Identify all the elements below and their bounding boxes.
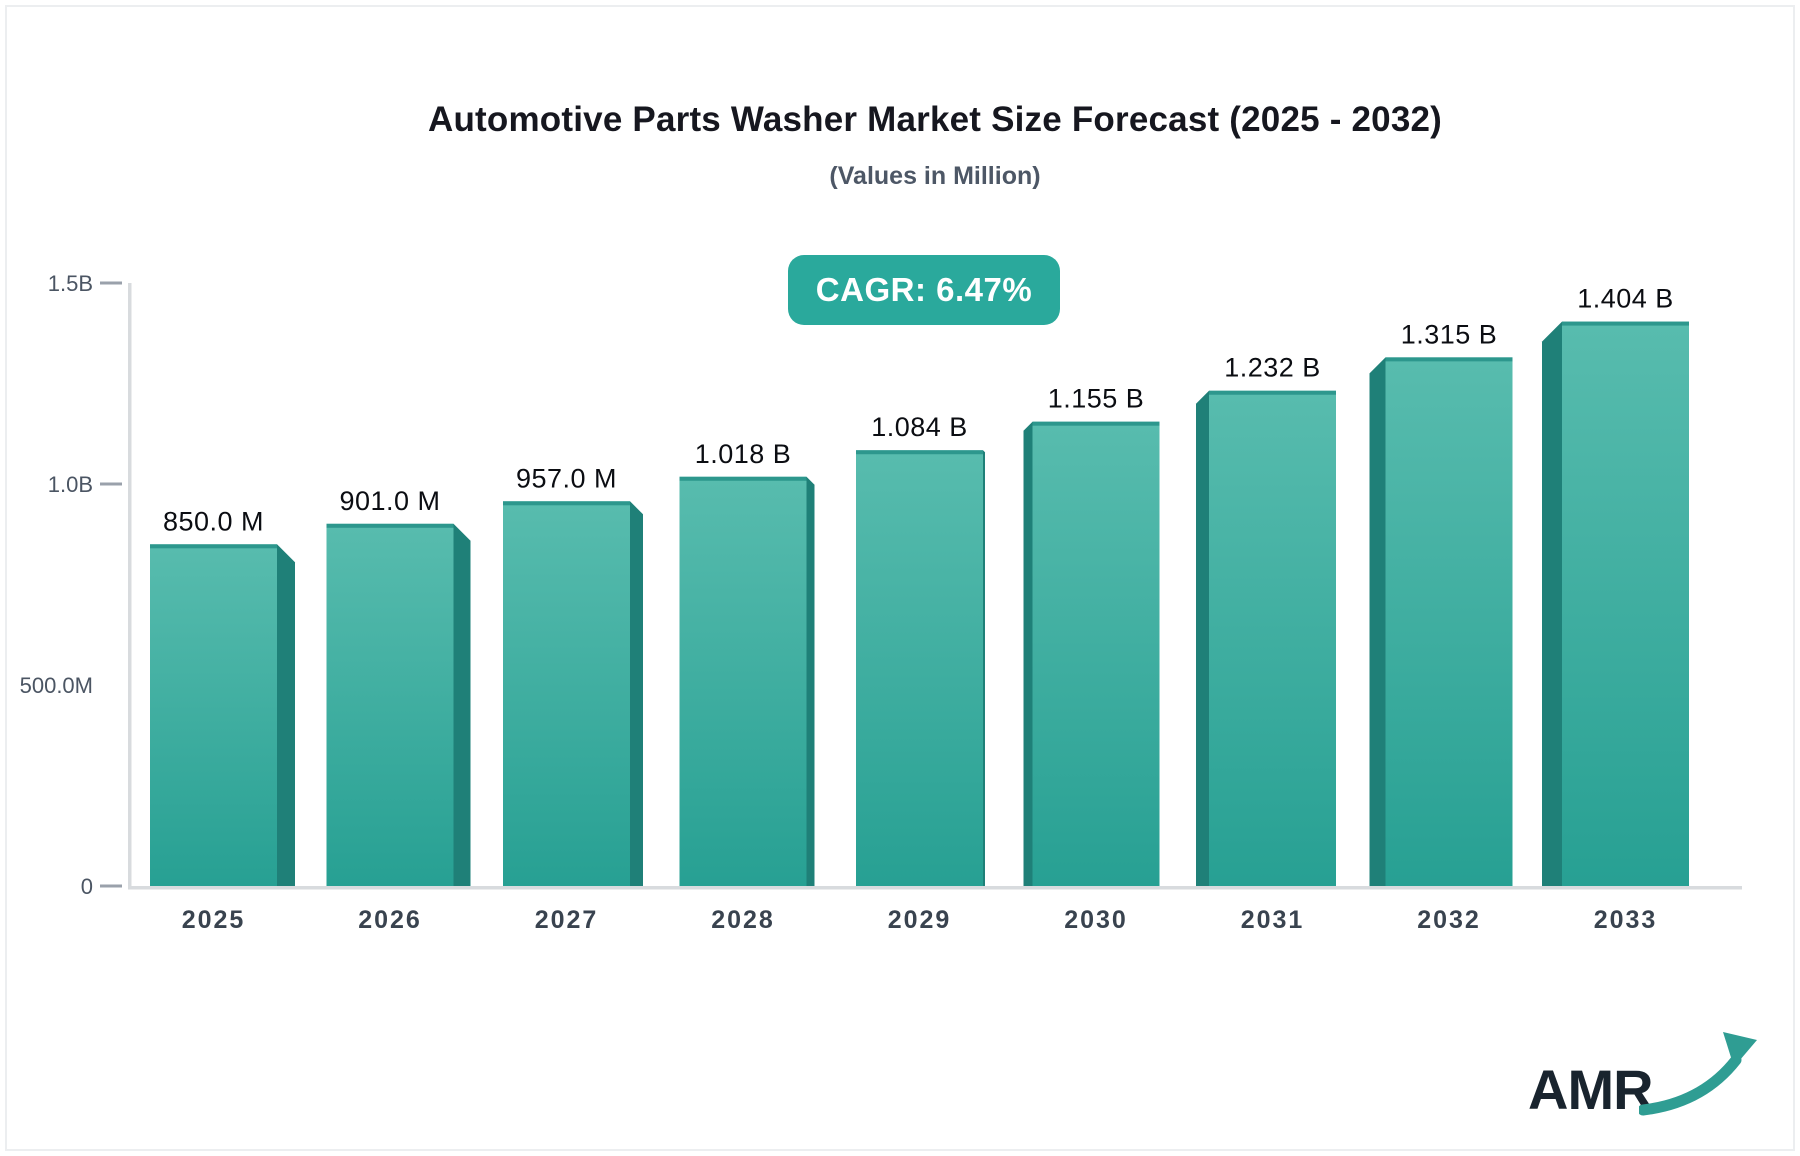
growth-arrow-icon: [1638, 1032, 1757, 1116]
bar-2026: 901.0 M 2026: [326, 486, 471, 934]
cagr-badge-label: CAGR: 6.47%: [815, 271, 1033, 308]
bar-value-label: 957.0 M: [516, 463, 617, 493]
bar-top-edge: [679, 476, 807, 481]
bar-2027: 957.0 M 2027: [503, 463, 643, 934]
bar-2030: 1.155 B 2030: [1023, 384, 1160, 934]
bar-value-label: 850.0 M: [163, 506, 264, 536]
bar-side-face: [1023, 421, 1033, 886]
bar-side-face: [630, 501, 643, 886]
bar-front-face: [679, 476, 807, 886]
bar-2032: 1.315 B 2032: [1369, 319, 1513, 934]
y-axis-line: [128, 283, 132, 889]
bar-side-face: [1542, 321, 1562, 886]
x-axis-label: 2031: [1241, 906, 1305, 934]
x-axis-label: 2029: [888, 906, 952, 934]
bar-front-face: [1209, 390, 1336, 886]
bar-top-edge: [1562, 321, 1689, 326]
bar-side-face: [983, 450, 985, 886]
bar-front-face: [1032, 421, 1160, 886]
y-axis-tick-label: 0: [81, 874, 93, 899]
bar-value-label: 1.084 B: [871, 412, 968, 442]
chart-header: Automotive Parts Washer Market Size Fore…: [65, 0, 1800, 191]
y-axis-tick: [100, 281, 122, 285]
x-axis-label: 2033: [1594, 906, 1658, 934]
bar-top-edge: [1032, 421, 1160, 426]
bar-side-face: [453, 523, 471, 886]
chart-title: Automotive Parts Washer Market Size Fore…: [427, 100, 1443, 139]
bar-front-face: [1385, 357, 1513, 886]
bar-side-face: [806, 476, 815, 886]
bar-value-label: 901.0 M: [339, 486, 440, 516]
x-axis-label: 2028: [711, 906, 775, 934]
bar-front-face: [856, 450, 983, 886]
y-axis-tick: [100, 482, 122, 486]
bar-top-edge: [856, 450, 983, 455]
bar-2028: 1.018 B 2028: [679, 439, 815, 934]
bar-value-label: 1.155 B: [1048, 384, 1145, 414]
bar-top-edge: [326, 523, 454, 528]
bar-2025: 850.0 M 2025: [150, 506, 295, 934]
x-axis-label: 2027: [535, 906, 599, 934]
x-axis-line: [128, 886, 1742, 890]
bar-side-face: [1369, 357, 1386, 886]
y-axis-tick-label: 500.0M: [20, 673, 93, 698]
x-axis-label: 2026: [358, 906, 422, 934]
x-axis-label: 2025: [182, 906, 246, 934]
x-axis-label: 2030: [1064, 906, 1128, 934]
bar-value-label: 1.232 B: [1224, 353, 1321, 383]
bar-front-face: [1562, 321, 1689, 886]
y-axis-tick-label: 1.0B: [48, 472, 93, 497]
bar-top-edge: [150, 544, 277, 549]
y-axis-tick-label: 1.5B: [48, 271, 93, 296]
bar-top-edge: [1385, 357, 1513, 362]
bar-top-edge: [503, 501, 630, 506]
bar-2029: 1.084 B 2029: [856, 412, 985, 934]
y-axis-tick: [100, 884, 122, 888]
bar-value-label: 1.315 B: [1401, 319, 1498, 349]
bar-front-face: [503, 501, 630, 886]
bar-front-face: [150, 544, 277, 886]
x-axis-label: 2032: [1417, 906, 1481, 934]
bar-side-face: [1196, 390, 1209, 886]
amr-logo-text: AMR: [1528, 1058, 1654, 1121]
bar-front-face: [326, 523, 454, 886]
chart-subtitle: (Values in Million): [829, 162, 1041, 190]
bar-value-label: 1.018 B: [695, 439, 792, 469]
bar-value-label: 1.404 B: [1577, 284, 1674, 314]
cagr-badge: CAGR: 6.47%: [788, 255, 1060, 325]
bar-2031: 1.232 B 2031: [1196, 353, 1336, 934]
bar-side-face: [277, 544, 295, 886]
bar-top-edge: [1209, 390, 1336, 395]
amr-logo: AMR: [1528, 1030, 1759, 1118]
bar-2033: 1.404 B 2033: [1542, 284, 1689, 934]
